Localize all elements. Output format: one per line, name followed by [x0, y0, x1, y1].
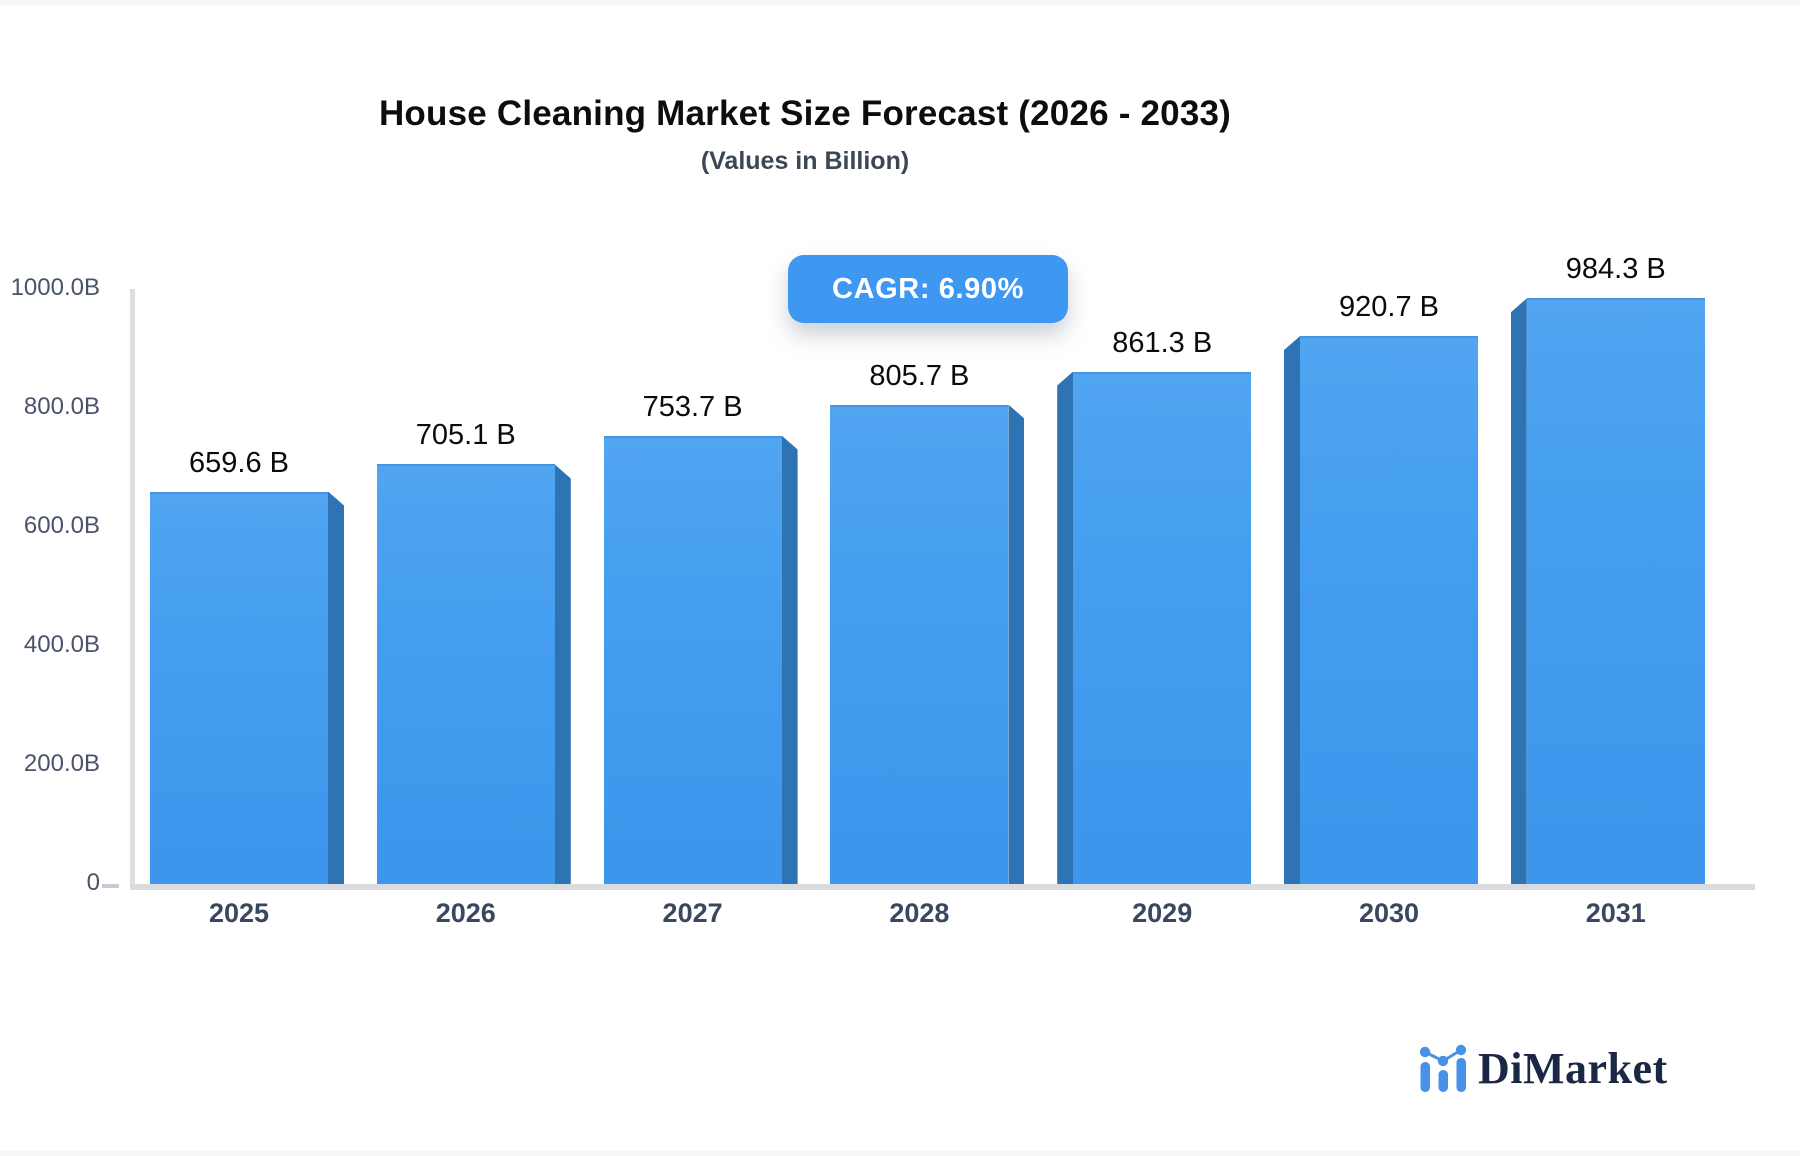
chart-subtitle: (Values in Billion): [700, 147, 910, 175]
bar-value-label-2028: 805.7 B: [869, 359, 970, 392]
bar-side-2030: [1284, 336, 1300, 884]
y-axis-line: [130, 289, 135, 884]
bar-2029[interactable]: [1073, 371, 1252, 884]
bar-side-2027: [781, 435, 798, 884]
bar-side-2025: [328, 491, 344, 884]
x-axis-label-2026: 2026: [435, 898, 496, 928]
bar-side-2028: [1008, 404, 1025, 884]
brand-logo: DiMarket: [1418, 1042, 1668, 1094]
x-axis-label-2025: 2025: [208, 898, 270, 928]
chart-title: House Cleaning Market Size Forecast (202…: [378, 94, 1232, 133]
bar-side-2026: [554, 464, 571, 884]
bar-2025[interactable]: [150, 491, 328, 884]
bar-2027[interactable]: [603, 435, 782, 884]
bar-value-label-2025: 659.6 B: [189, 446, 289, 479]
x-axis-label-2030: 2030: [1358, 898, 1420, 928]
bar-value-label-2030: 920.7 B: [1339, 291, 1439, 324]
bar-value-label-2027: 753.7 B: [642, 390, 743, 423]
y-tick-label-1000.0B: 1000.0B: [10, 274, 100, 301]
dimarket-logo-icon: [1419, 1044, 1467, 1092]
y-tick-label-0: 0: [86, 869, 100, 896]
bar-value-label-2029: 861.3 B: [1112, 326, 1213, 359]
y-tick-label-200.0B: 200.0B: [23, 750, 100, 777]
x-axis-label-2031: 2031: [1585, 898, 1646, 928]
y-tick-label-400.0B: 400.0B: [23, 631, 100, 658]
cagr-badge: CAGR: 6.90%: [788, 255, 1068, 323]
bar-side-2031: [1510, 298, 1527, 884]
y-tick-label-600.0B: 600.0B: [23, 512, 100, 539]
bar-value-label-2031: 984.3 B: [1565, 253, 1666, 286]
x-axis-baseline: [130, 884, 1755, 890]
bar-side-2029: [1057, 371, 1074, 884]
top-edge-strip: [0, 0, 1800, 5]
bar-2026[interactable]: [376, 464, 555, 884]
bar-2028[interactable]: [830, 404, 1009, 884]
x-axis-label-2028: 2028: [889, 898, 950, 928]
bar-2031[interactable]: [1526, 298, 1705, 884]
x-axis-label-2027: 2027: [662, 898, 723, 928]
bar-value-label-2026: 705.1 B: [415, 419, 516, 452]
dimarket-logo-text: DiMarket: [1478, 1043, 1668, 1093]
bar-2030[interactable]: [1300, 336, 1478, 884]
zero-tick-mark: [102, 884, 119, 888]
x-axis-label-2029: 2029: [1132, 898, 1193, 928]
bottom-edge-strip: [0, 1151, 1800, 1156]
y-tick-label-800.0B: 800.0B: [23, 393, 100, 420]
cagr-badge-label: CAGR: 6.90%: [832, 272, 1024, 305]
